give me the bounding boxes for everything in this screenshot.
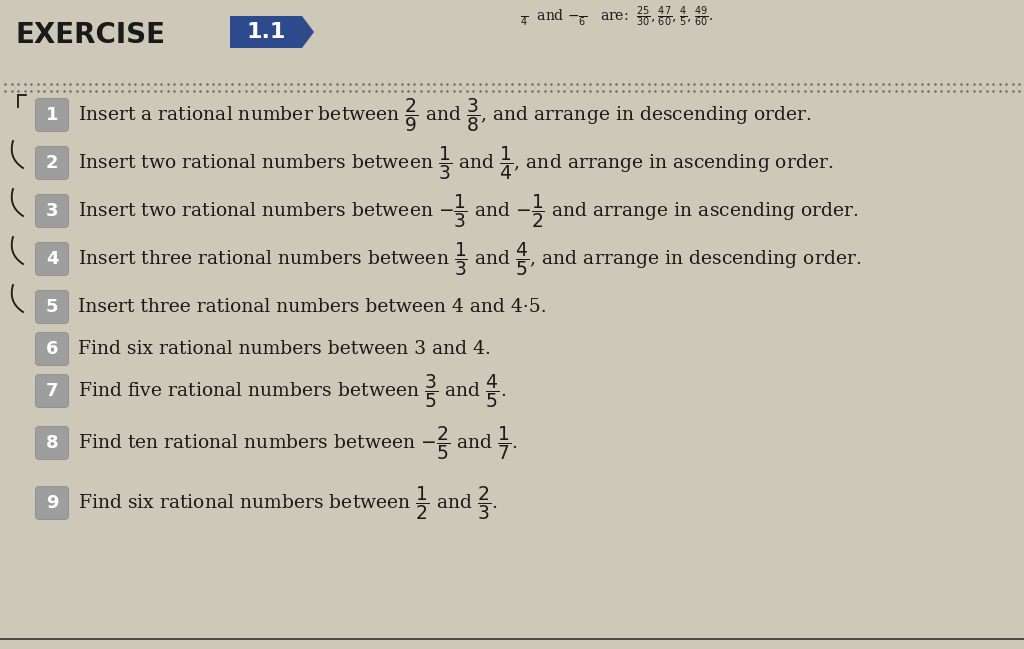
Text: 5: 5 (46, 298, 58, 316)
Text: Insert a rational number between $\dfrac{2}{9}$ and $\dfrac{3}{8}$, and arrange : Insert a rational number between $\dfrac… (78, 96, 812, 134)
Polygon shape (230, 16, 314, 48)
Text: Insert three rational numbers between 4 and 4·5.: Insert three rational numbers between 4 … (78, 298, 547, 316)
Text: Find six rational numbers between 3 and 4.: Find six rational numbers between 3 and … (78, 340, 490, 358)
Text: 3: 3 (46, 202, 58, 220)
Text: 1: 1 (46, 106, 58, 124)
Text: 2: 2 (46, 154, 58, 172)
Text: Find ten rational numbers between $-\dfrac{2}{5}$ and $\dfrac{1}{7}$.: Find ten rational numbers between $-\dfr… (78, 424, 518, 462)
Text: Insert two rational numbers between $-\dfrac{1}{3}$ and $-\dfrac{1}{2}$ and arra: Insert two rational numbers between $-\d… (78, 192, 859, 230)
Text: Insert two rational numbers between $\dfrac{1}{3}$ and $\dfrac{1}{4}$, and arran: Insert two rational numbers between $\df… (78, 144, 834, 182)
Text: $\frac{\ }{4}$  and $-\frac{\ }{6}$   are:  $\frac{25}{30}, \frac{47}{60}, \frac: $\frac{\ }{4}$ and $-\frac{\ }{6}$ are: … (520, 5, 713, 29)
Text: Find five rational numbers between $\dfrac{3}{5}$ and $\dfrac{4}{5}$.: Find five rational numbers between $\dfr… (78, 372, 506, 410)
Text: 8: 8 (46, 434, 58, 452)
Text: Find six rational numbers between $\dfrac{1}{2}$ and $\dfrac{2}{3}$.: Find six rational numbers between $\dfra… (78, 484, 498, 522)
Text: Insert three rational numbers between $\dfrac{1}{3}$ and $\dfrac{4}{5}$, and arr: Insert three rational numbers between $\… (78, 240, 861, 278)
Text: 4: 4 (46, 250, 58, 268)
FancyBboxPatch shape (36, 99, 69, 132)
FancyBboxPatch shape (36, 291, 69, 323)
Text: 9: 9 (46, 494, 58, 512)
FancyBboxPatch shape (36, 243, 69, 275)
FancyBboxPatch shape (36, 332, 69, 365)
FancyBboxPatch shape (36, 195, 69, 228)
FancyBboxPatch shape (36, 147, 69, 180)
Text: EXERCISE: EXERCISE (15, 21, 165, 49)
Text: 1.1: 1.1 (247, 22, 286, 42)
FancyBboxPatch shape (36, 426, 69, 459)
Text: 7: 7 (46, 382, 58, 400)
FancyBboxPatch shape (36, 374, 69, 408)
FancyBboxPatch shape (36, 487, 69, 519)
Text: 6: 6 (46, 340, 58, 358)
